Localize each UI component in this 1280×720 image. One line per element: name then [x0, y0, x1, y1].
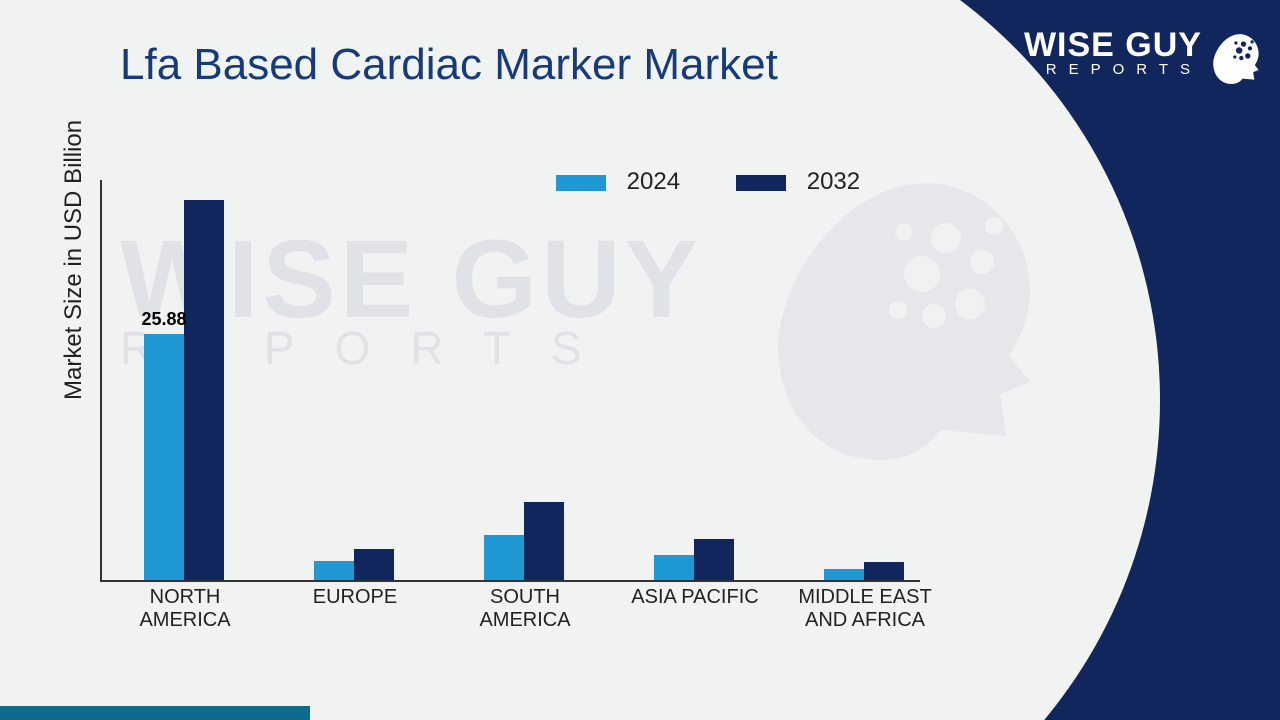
- category-label: EUROPE: [280, 580, 430, 609]
- bar-group: EUROPE: [300, 200, 410, 580]
- bar-group: SOUTH AMERICA: [470, 200, 580, 580]
- bar-2032: [184, 200, 224, 580]
- chart-title: Lfa Based Cardiac Marker Market: [120, 40, 778, 90]
- category-label: MIDDLE EAST AND AFRICA: [790, 580, 940, 632]
- legend-swatch: [736, 175, 786, 191]
- category-label: SOUTH AMERICA: [450, 580, 600, 632]
- bar-2032: [694, 539, 734, 580]
- bar-2024: [314, 561, 354, 580]
- accent-bar: [0, 706, 310, 720]
- bar-2032: [524, 502, 564, 580]
- bar-2024: [144, 334, 184, 580]
- category-label: ASIA PACIFIC: [620, 580, 770, 609]
- infographic-canvas: Lfa Based Cardiac Marker Market WISE GUY…: [0, 0, 1280, 720]
- legend-label: 2024: [627, 168, 680, 195]
- legend-item: 2024: [556, 168, 680, 196]
- bar-chart: Market Size in USD Billion 25.88NORTH AM…: [100, 200, 940, 600]
- category-label: NORTH AMERICA: [110, 580, 260, 632]
- bar-2024: [654, 555, 694, 580]
- bar-2032: [864, 562, 904, 580]
- bar-2032: [354, 549, 394, 580]
- brand-logo: WISE GUY REPORTS: [1024, 26, 1260, 78]
- bar-value-label: 25.88: [134, 309, 194, 330]
- bar-group: MIDDLE EAST AND AFRICA: [810, 200, 920, 580]
- bar-group: ASIA PACIFIC: [640, 200, 750, 580]
- logo-head-icon: [1210, 30, 1264, 84]
- bar-2024: [484, 535, 524, 580]
- legend-label: 2032: [807, 168, 860, 195]
- bar-2024: [824, 569, 864, 580]
- y-axis-label: Market Size in USD Billion: [60, 120, 88, 400]
- legend-item: 2032: [736, 168, 860, 196]
- legend-swatch: [556, 175, 606, 191]
- plot-area: 25.88NORTH AMERICA EUROPE SOUTH AMERICA ASI…: [100, 200, 920, 580]
- legend: 2024 2032: [556, 168, 860, 196]
- bar-group: 25.88NORTH AMERICA: [130, 200, 240, 580]
